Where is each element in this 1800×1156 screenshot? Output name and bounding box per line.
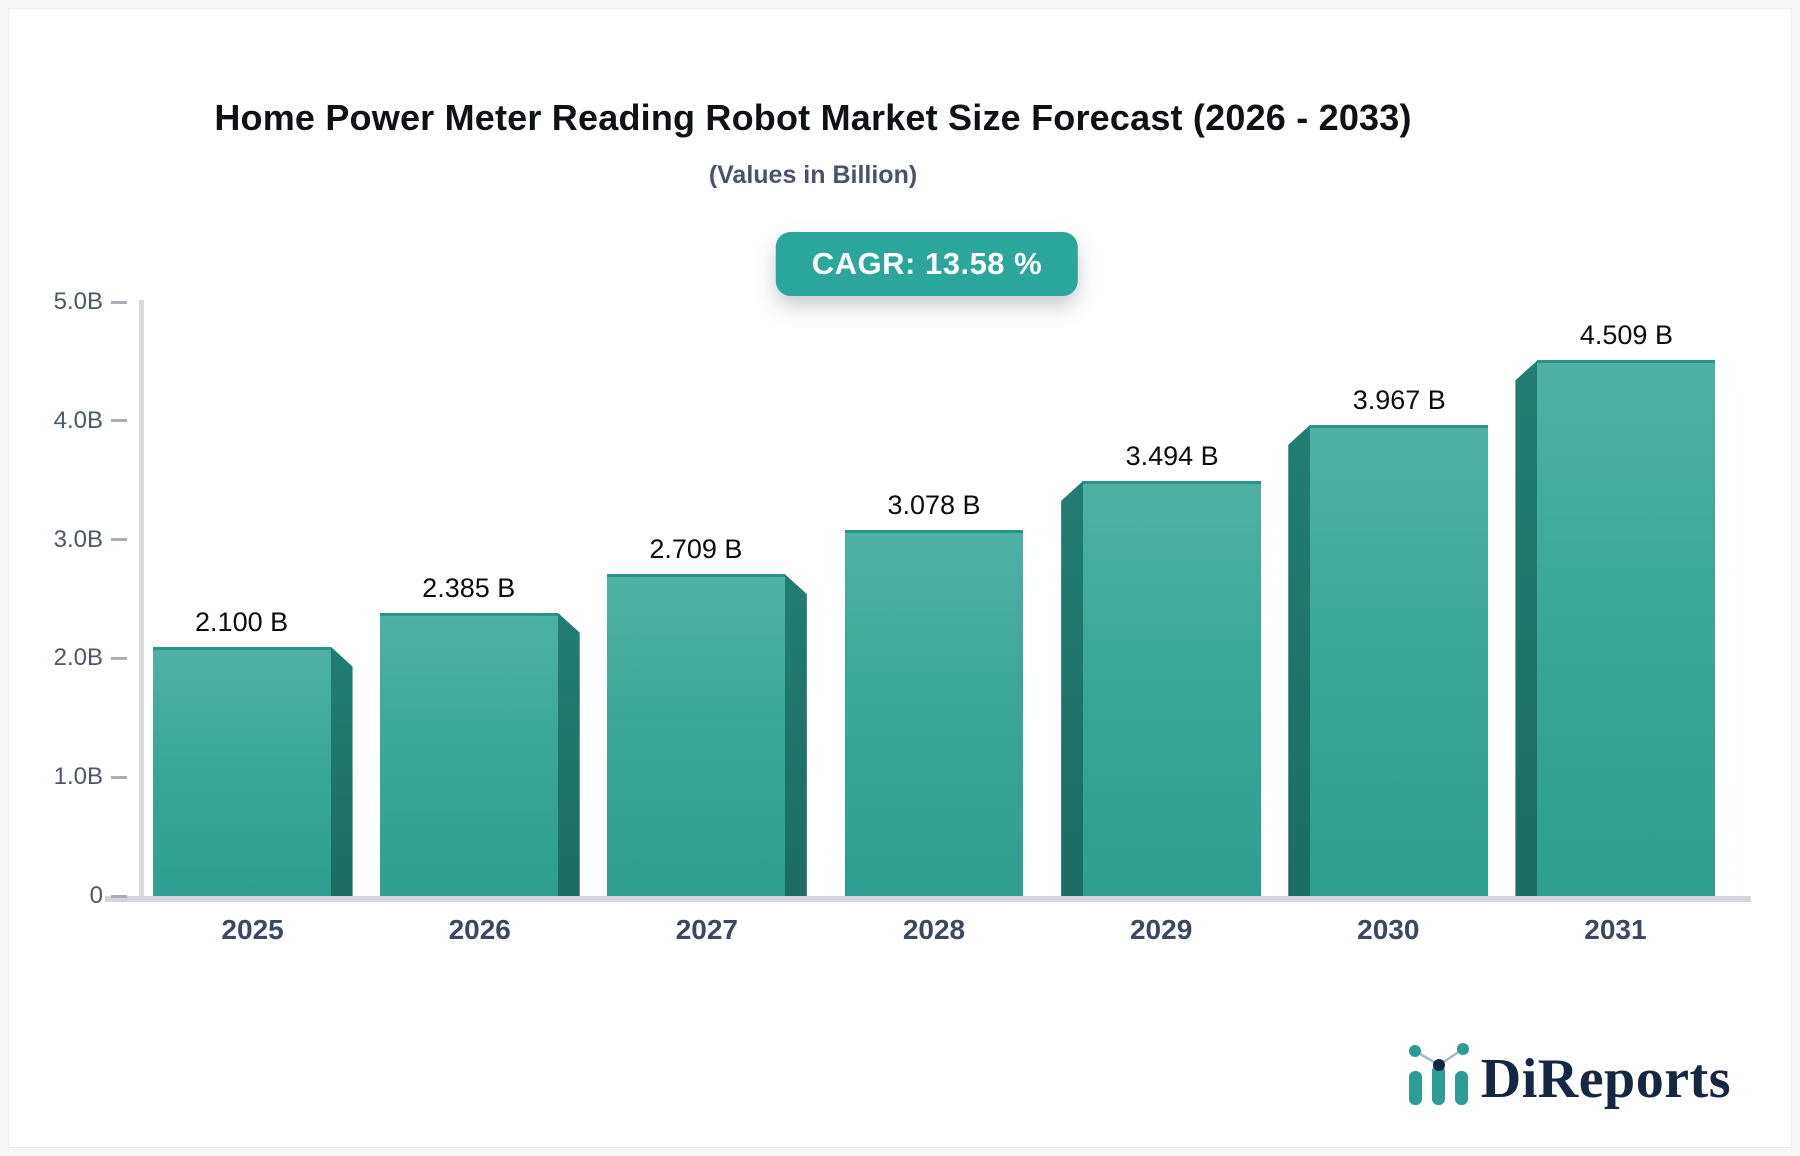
plot-area: 0 1.0B 2.0B 3.0B 4.0B 5.0B 2.100 B 2.385 B 2.70…: [54, 288, 1751, 945]
bar-face: [379, 612, 558, 896]
bar-2025[interactable]: [152, 646, 353, 896]
bar-2030[interactable]: [1288, 424, 1489, 896]
y-tick-label: 0: [89, 882, 103, 909]
bar-3d-side: [1061, 480, 1084, 896]
bar-3d-side: [784, 574, 807, 896]
bar-3d-side: [1515, 360, 1538, 896]
y-tick-mark: [111, 538, 127, 542]
bar-value-label: 3.078 B: [887, 490, 981, 521]
bar-2029[interactable]: [1061, 480, 1262, 896]
bar-value-label: 2.709 B: [649, 534, 743, 565]
bar-slot-2025: 2.100 B: [139, 302, 366, 896]
bar-value-label: 3.967 B: [1352, 384, 1446, 415]
bar-3d-side: [557, 612, 580, 896]
bar-2026[interactable]: [379, 612, 580, 896]
bar-2031[interactable]: [1515, 360, 1716, 896]
bar-slot-2027: 2.709 B: [593, 302, 820, 896]
y-tick-label: 5.0B: [53, 288, 103, 315]
bar-face: [844, 530, 1023, 896]
y-tick-label: 4.0B: [53, 406, 103, 434]
y-tick-label: 1.0B: [53, 763, 103, 791]
x-axis-label-2027: 2027: [675, 914, 738, 945]
y-tick-label: 2.0B: [53, 644, 103, 672]
bar-slot-2031: 4.509 B: [1502, 302, 1729, 896]
bar-value-label: 3.494 B: [1125, 440, 1219, 471]
x-axis-labels: 2025 2026 2027 2028 2029 2030 2031: [139, 914, 1729, 946]
direports-logo: DiReports: [1407, 1039, 1731, 1107]
logo-text: DiReports: [1480, 1048, 1731, 1110]
x-axis-label-2025: 2025: [221, 914, 284, 945]
x-axis-label-2028: 2028: [902, 914, 966, 945]
bar-value-label: 2.100 B: [195, 606, 289, 637]
bar-2027[interactable]: [606, 574, 807, 896]
x-axis-label-2031: 2031: [1584, 914, 1647, 945]
y-tick-label: 3.0B: [53, 525, 103, 553]
bar-face: [152, 646, 331, 896]
bar-slot-2028: 3.078 B: [820, 302, 1047, 896]
bars-container: 2.100 B 2.385 B 2.709 B 3.078 B 3.494 B 3.967…: [139, 302, 1729, 896]
y-tick-mark: [111, 419, 127, 423]
y-tick-mark: [111, 656, 127, 660]
bar-chart-trend-icon: [1408, 1043, 1469, 1105]
cagr-badge: CAGR: 13.58 %: [775, 232, 1079, 296]
x-axis-label-2029: 2029: [1129, 914, 1193, 945]
chart-heading: Home Power Meter Reading Robot Market Si…: [9, 97, 1617, 190]
chart-title: Home Power Meter Reading Robot Market Si…: [214, 97, 1412, 138]
y-axis-line: [139, 300, 144, 896]
bar-3d-side: [1288, 424, 1311, 896]
bar-face: [1537, 360, 1716, 896]
bar-value-label: 2.385 B: [422, 572, 516, 603]
bar-3d-side: [330, 646, 353, 896]
y-tick-mark: [111, 300, 127, 304]
bar-value-label: 4.509 B: [1579, 320, 1673, 351]
y-tick-mark: [111, 775, 127, 779]
bar-face: [1083, 480, 1262, 896]
bar-slot-2030: 3.967 B: [1275, 302, 1502, 896]
x-axis-label-2030: 2030: [1357, 914, 1420, 945]
bar-face: [606, 574, 785, 896]
y-tick-mark: [111, 894, 127, 898]
chart-card: Home Power Meter Reading Robot Market Si…: [8, 8, 1792, 1148]
bar-face: [1310, 424, 1489, 896]
x-axis-label-2026: 2026: [448, 914, 511, 945]
x-axis-line: [105, 896, 1751, 902]
bar-slot-2026: 2.385 B: [366, 302, 593, 896]
bar-slot-2029: 3.494 B: [1048, 302, 1275, 896]
bar-2028[interactable]: [844, 530, 1023, 896]
chart-subtitle: (Values in Billion): [708, 161, 918, 189]
